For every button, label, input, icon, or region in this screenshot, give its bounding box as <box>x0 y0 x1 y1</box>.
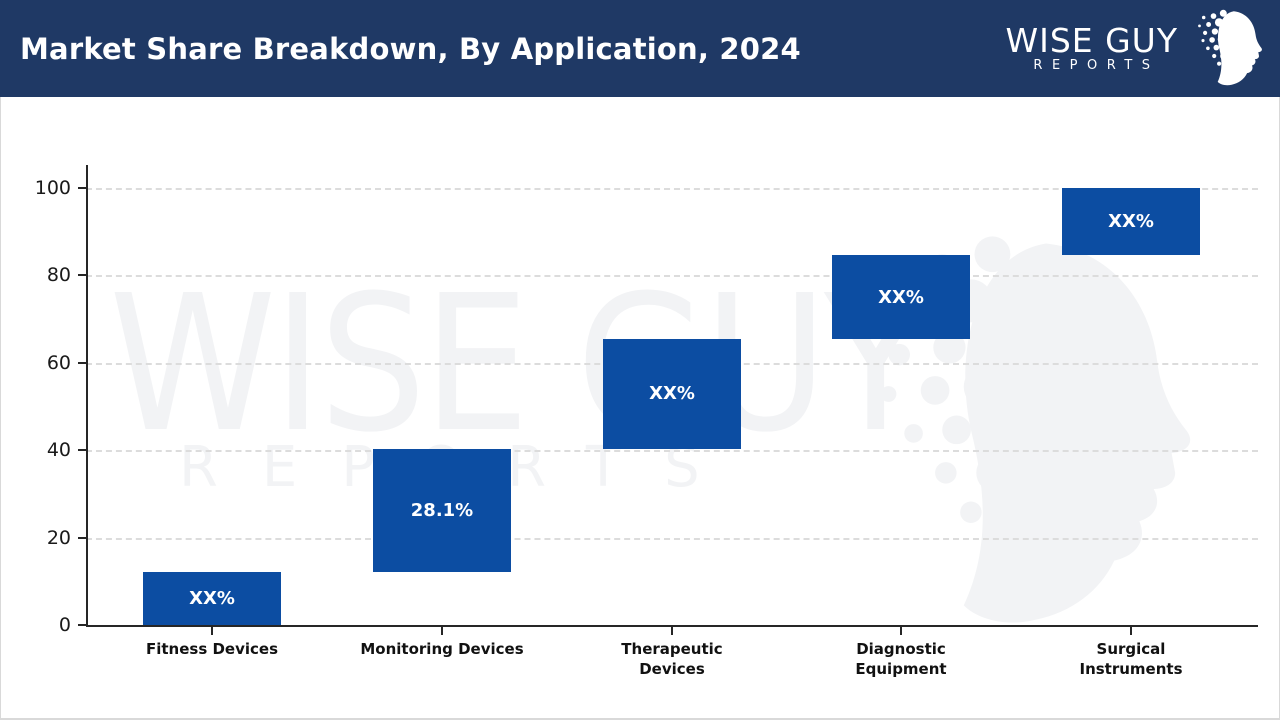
bar-value-label: 28.1% <box>410 499 474 521</box>
x-axis-category-label: Fitness Devices <box>145 640 279 658</box>
header-bar: Market Share Breakdown, By Application, … <box>0 0 1280 97</box>
wiseguy-logo: WISE GUY REPORTS <box>1005 7 1280 91</box>
y-axis-tick-label: 40 <box>46 439 71 462</box>
bar-monitoring-devices: 28.1% <box>373 448 511 572</box>
x-axis-tick-mark <box>900 627 902 635</box>
y-axis-tick-label: 0 <box>58 614 71 636</box>
bar-value-label: XX% <box>649 383 695 405</box>
bar-value-label: XX% <box>878 286 924 308</box>
logo-wordmark: WISE GUY <box>1005 20 1178 60</box>
x-axis-category-label: Diagnostic Equipment <box>855 640 947 678</box>
y-axis-tick-label: 80 <box>46 264 71 287</box>
gridline-100 <box>86 187 1258 190</box>
x-axis-tick-mark <box>441 627 443 635</box>
x-axis-category-label: Monitoring Devices <box>360 640 524 658</box>
x-axis-tick-mark <box>211 627 213 635</box>
gridline-20 <box>86 537 1258 540</box>
y-axis-tick-label: 20 <box>46 526 71 549</box>
y-axis-tick-mark <box>78 186 86 189</box>
y-axis-line <box>86 165 88 627</box>
bar-surgical-instruments: XX% <box>1062 187 1200 256</box>
wiseguy-head-icon <box>1198 9 1262 85</box>
logo-subtitle: REPORTS <box>1033 57 1160 73</box>
gridline-40 <box>86 450 1258 453</box>
bar-fitness-devices: XX% <box>143 571 281 625</box>
y-axis-tick-mark <box>78 274 86 277</box>
y-axis-tick-mark <box>78 624 86 626</box>
y-axis-tick-label: 60 <box>46 351 71 374</box>
wiseguy-logo-text: WISE GUY REPORTS <box>1005 20 1178 74</box>
x-axis-tick-mark <box>671 627 673 635</box>
gridline-80 <box>86 275 1258 278</box>
bar-therapeutic-devices: XX% <box>603 338 741 449</box>
y-axis-tick-mark <box>78 536 86 539</box>
y-axis-tick-label: 100 <box>34 176 71 199</box>
bar-diagnostic-equipment: XX% <box>832 255 970 339</box>
bar-value-label: XX% <box>189 587 235 609</box>
x-axis-category-label: Therapeutic Devices <box>621 640 723 678</box>
y-axis-tick-mark <box>78 361 86 364</box>
x-axis-line <box>86 625 1258 627</box>
x-axis-tick-mark <box>1130 627 1132 635</box>
y-axis-tick-mark <box>78 449 86 452</box>
page-title: Market Share Breakdown, By Application, … <box>20 31 801 66</box>
x-axis-category-label: Surgical Instruments <box>1079 640 1183 678</box>
bar-value-label: XX% <box>1108 210 1154 232</box>
chart-area: WISE GUY REPORTS 020406080100XX%Fitness … <box>0 97 1280 720</box>
